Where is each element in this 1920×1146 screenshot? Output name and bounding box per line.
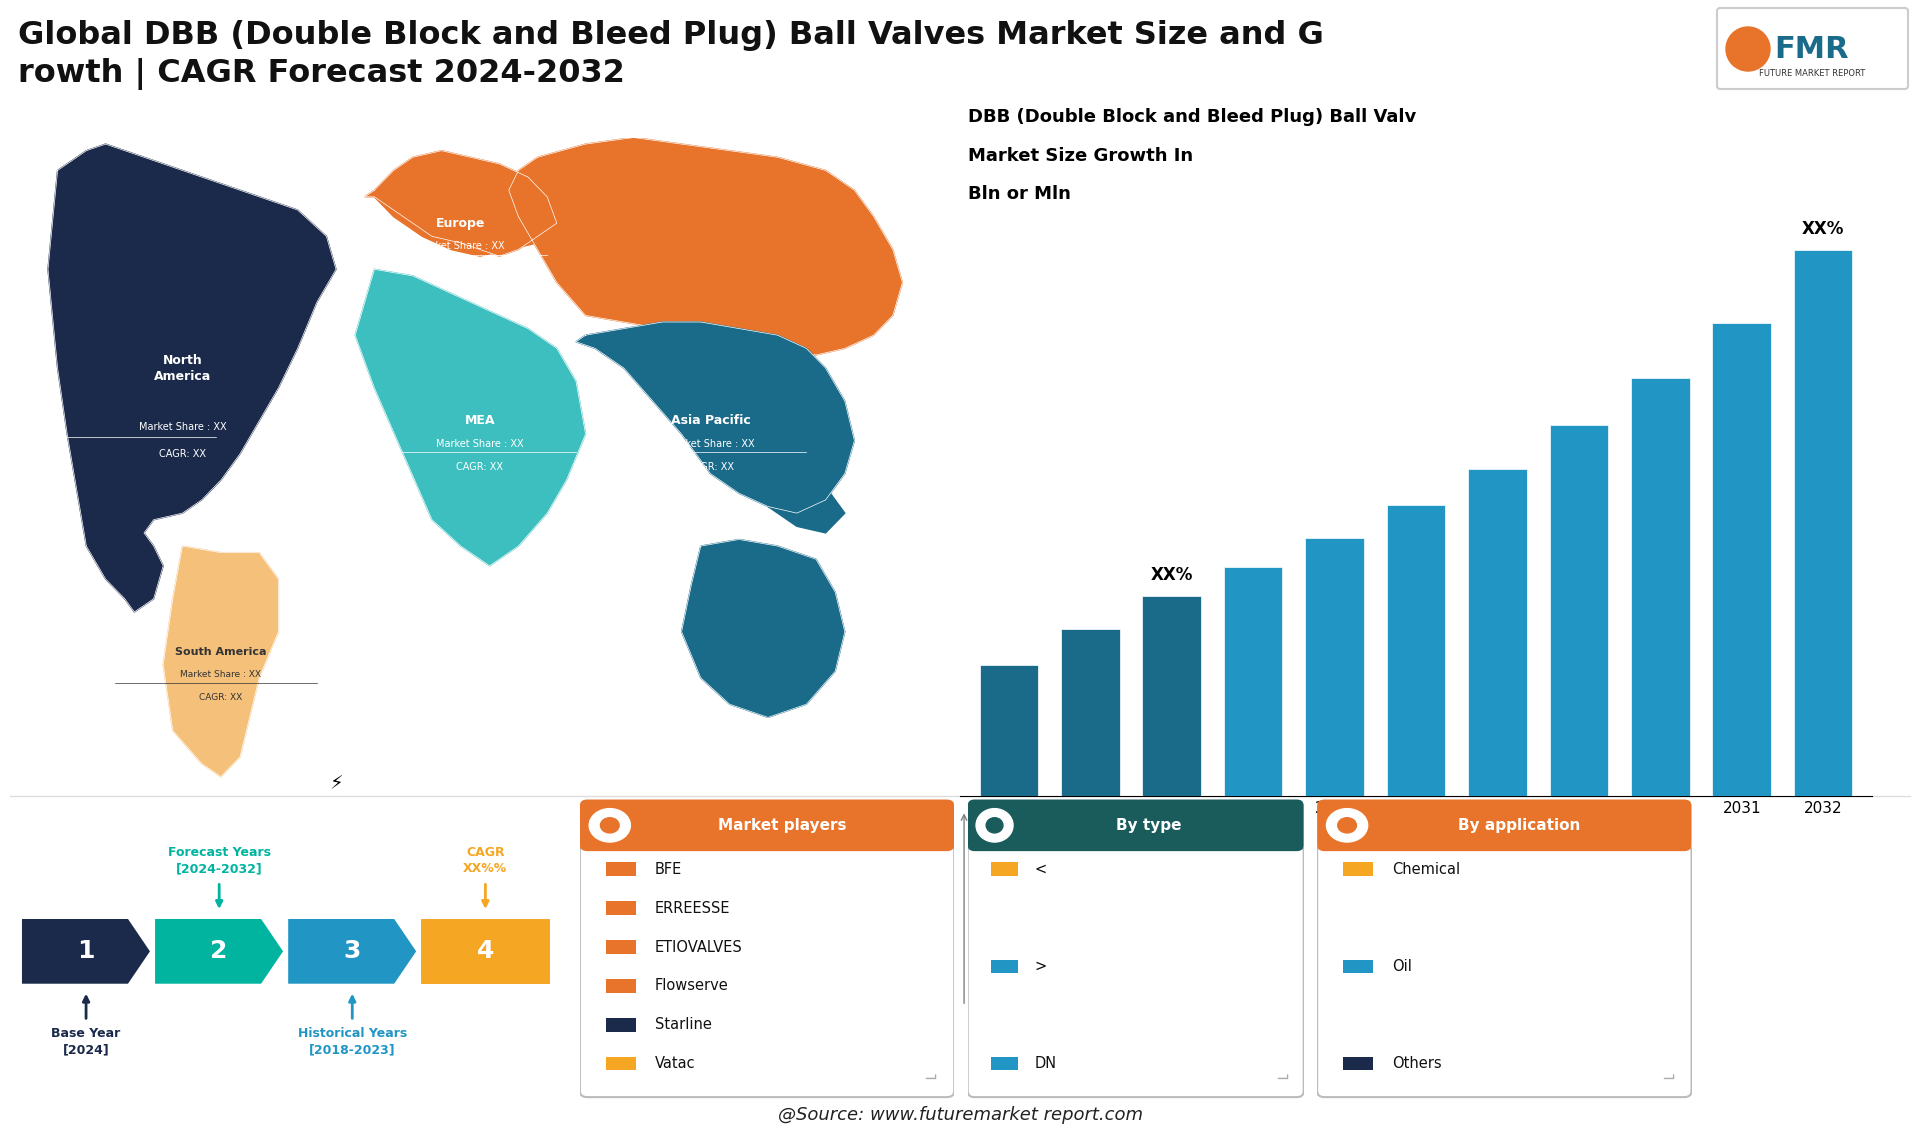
Polygon shape: [21, 918, 152, 984]
Text: XX%: XX%: [1150, 566, 1192, 584]
Bar: [1142, 596, 1202, 796]
Text: Others: Others: [1392, 1057, 1442, 1072]
Circle shape: [1726, 28, 1770, 71]
Bar: [991, 863, 1018, 876]
Bar: [991, 959, 1018, 973]
Circle shape: [589, 809, 630, 842]
Bar: [607, 1057, 636, 1070]
Text: @Source: www.futuremarket report.com: @Source: www.futuremarket report.com: [778, 1106, 1142, 1124]
Text: CAGR: XX: CAGR: XX: [159, 449, 205, 458]
Bar: [1344, 863, 1373, 876]
Bar: [1344, 959, 1373, 973]
Text: rowth | CAGR Forecast 2024-2032: rowth | CAGR Forecast 2024-2032: [17, 58, 624, 91]
Text: Oil: Oil: [1392, 959, 1411, 974]
Text: Asia Pacific: Asia Pacific: [670, 415, 751, 427]
Text: South America: South America: [175, 646, 267, 657]
FancyBboxPatch shape: [580, 800, 954, 851]
Polygon shape: [288, 918, 417, 984]
Polygon shape: [758, 473, 845, 533]
Bar: [1344, 1057, 1373, 1070]
Polygon shape: [355, 269, 586, 566]
Text: Vatac: Vatac: [655, 1057, 695, 1072]
Text: DN: DN: [1035, 1057, 1058, 1072]
Text: <: <: [1035, 862, 1046, 877]
Bar: [1306, 537, 1363, 796]
Text: BFE: BFE: [655, 862, 682, 877]
Bar: [607, 863, 636, 876]
Text: >: >: [1035, 959, 1046, 974]
Circle shape: [1327, 809, 1367, 842]
Text: ⌐: ⌐: [1659, 1067, 1672, 1085]
Bar: [1793, 250, 1853, 796]
Text: MEA: MEA: [465, 415, 495, 427]
Bar: [1386, 505, 1446, 796]
Text: Market Share : XX: Market Share : XX: [138, 423, 227, 432]
Text: 3: 3: [344, 940, 361, 964]
Text: ⌐: ⌐: [1273, 1067, 1286, 1085]
Text: CAGR: XX: CAGR: XX: [200, 693, 242, 702]
Bar: [1062, 629, 1119, 796]
Bar: [1223, 567, 1283, 796]
Polygon shape: [365, 151, 557, 257]
Text: Market Share : XX: Market Share : XX: [436, 439, 524, 449]
Bar: [607, 940, 636, 953]
Polygon shape: [509, 138, 902, 355]
Text: ETIOVALVES: ETIOVALVES: [655, 940, 743, 955]
Bar: [1630, 378, 1690, 796]
Circle shape: [1338, 818, 1356, 833]
Text: CAGR
XX%%: CAGR XX%%: [463, 847, 507, 876]
Bar: [607, 979, 636, 992]
Text: Market Share : XX: Market Share : XX: [666, 439, 755, 449]
Bar: [1469, 469, 1526, 796]
Circle shape: [987, 818, 1002, 833]
Text: Market Share : XX: Market Share : XX: [417, 242, 505, 251]
Text: XX%: XX%: [1803, 220, 1845, 238]
FancyBboxPatch shape: [968, 800, 1304, 851]
Bar: [991, 1057, 1018, 1070]
Text: By type: By type: [1116, 818, 1183, 833]
Text: 1: 1: [77, 940, 94, 964]
Text: FUTURE MARKET REPORT: FUTURE MARKET REPORT: [1759, 69, 1864, 78]
Text: Historical Years
[2018-2023]: Historical Years [2018-2023]: [298, 1027, 407, 1057]
FancyBboxPatch shape: [1716, 8, 1908, 89]
Bar: [1713, 323, 1770, 796]
Bar: [1549, 425, 1609, 796]
Text: Starline: Starline: [655, 1018, 712, 1033]
FancyBboxPatch shape: [1317, 800, 1692, 851]
Polygon shape: [48, 144, 336, 612]
Text: Market Share : XX: Market Share : XX: [180, 670, 261, 680]
Bar: [979, 666, 1039, 796]
Text: Global DBB (Double Block and Bleed Plug) Ball Valves Market Size and G: Global DBB (Double Block and Bleed Plug)…: [17, 19, 1325, 52]
Bar: [607, 1018, 636, 1031]
Text: Flowserve: Flowserve: [655, 979, 728, 994]
Text: CAGR: XX: CAGR: XX: [687, 462, 733, 472]
Text: Chemical: Chemical: [1392, 862, 1459, 877]
Text: ⚡: ⚡: [328, 774, 344, 793]
Text: Base Year
[2024]: Base Year [2024]: [52, 1027, 121, 1057]
Text: By application: By application: [1457, 818, 1580, 833]
Text: Market players: Market players: [718, 818, 847, 833]
Text: Market Size Growth In: Market Size Growth In: [968, 147, 1192, 165]
Text: 2: 2: [211, 940, 228, 964]
Text: North
America: North America: [154, 354, 211, 383]
Circle shape: [601, 818, 618, 833]
Text: 4: 4: [476, 940, 493, 964]
Polygon shape: [374, 183, 547, 257]
Text: CAGR: XX: CAGR: XX: [438, 265, 484, 274]
Polygon shape: [420, 918, 551, 984]
Text: Forecast Years
[2024-2032]: Forecast Years [2024-2032]: [167, 847, 271, 876]
Text: Bln or Mln: Bln or Mln: [968, 185, 1071, 203]
Polygon shape: [682, 540, 845, 717]
Text: Europe: Europe: [436, 217, 486, 229]
Text: ⌐: ⌐: [922, 1067, 935, 1085]
Polygon shape: [163, 547, 278, 777]
Text: ERREESSE: ERREESSE: [655, 901, 730, 916]
Polygon shape: [576, 322, 854, 513]
Polygon shape: [154, 918, 284, 984]
Circle shape: [975, 809, 1014, 842]
Bar: [607, 901, 636, 915]
Text: CAGR: XX: CAGR: XX: [457, 462, 503, 472]
Text: DBB (Double Block and Bleed Plug) Ball Valv: DBB (Double Block and Bleed Plug) Ball V…: [968, 109, 1417, 126]
Text: FMR: FMR: [1774, 34, 1849, 63]
